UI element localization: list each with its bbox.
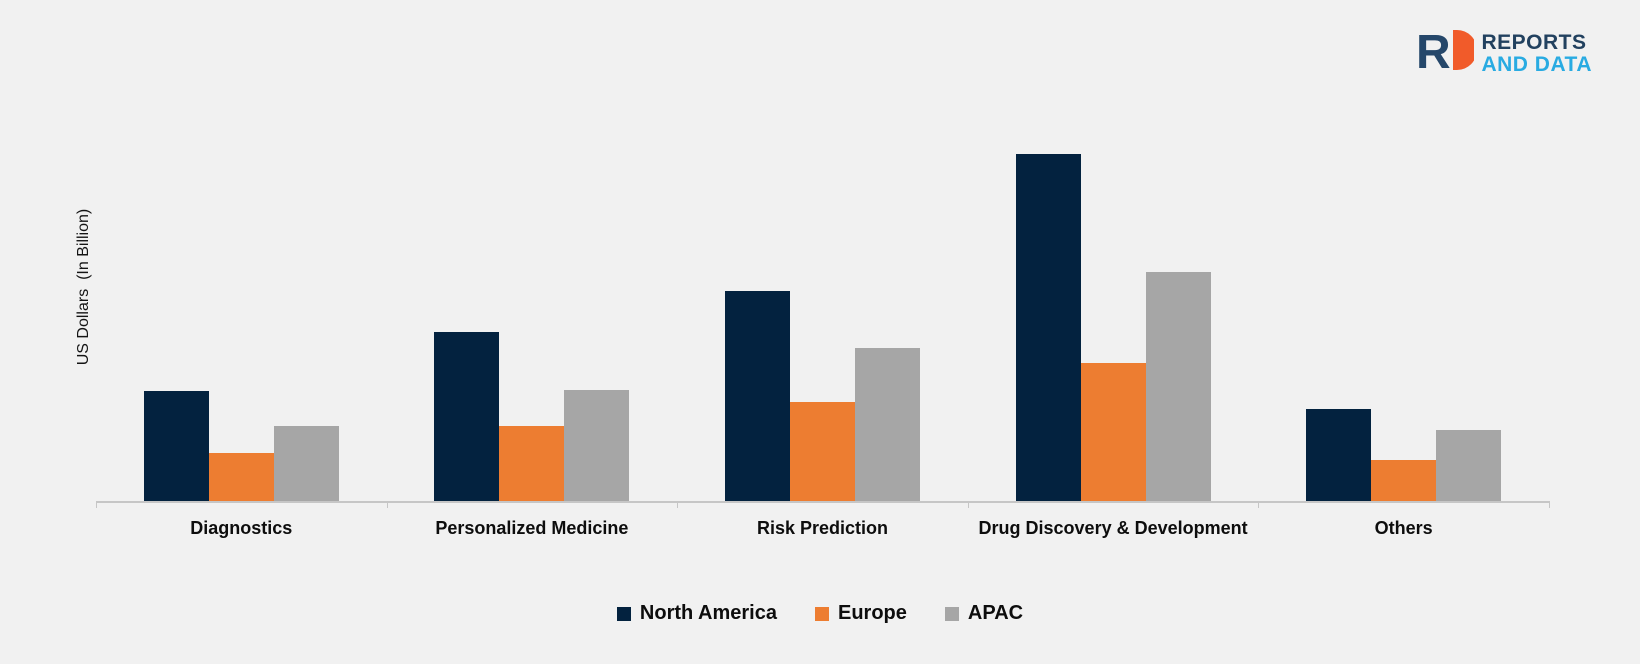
category-label-personalized-medicine: Personalized Medicine: [435, 518, 629, 538]
category-label-diagnostics: Diagnostics: [190, 518, 293, 538]
legend-label-apac: APAC: [967, 602, 1024, 624]
bar-group-personalized-medicine: [387, 332, 678, 501]
bar-europe-others: [1371, 460, 1437, 501]
bar-europe-diagnostics: [208, 453, 274, 501]
logo-text-line1: REPORTS: [1481, 31, 1587, 55]
x-axis-category-labels: Diagnostics Personalized Medicine Risk Pre…: [96, 518, 1549, 539]
x-axis-ticks: [96, 501, 1550, 509]
bar-group-risk-prediction: [677, 291, 968, 501]
bar-group-drug-discovery-development: [968, 154, 1259, 501]
legend-swatch-europe: [814, 606, 829, 621]
bar-group-others: [1258, 409, 1549, 501]
bar-north-america-diagnostics: [143, 391, 209, 501]
svg-text:R: R: [1416, 27, 1451, 75]
bar-groups: [96, 81, 1549, 501]
bar-north-america-personalized-medicine: [434, 332, 500, 501]
legend: North America Europe APAC: [0, 602, 1640, 625]
legend-swatch-apac: [944, 606, 959, 621]
category-label-others: Others: [1374, 518, 1433, 538]
plot-area: [96, 81, 1550, 508]
legend-item-apac: APAC: [944, 602, 1024, 625]
logo-text-line2: AND DATA: [1481, 52, 1592, 76]
x-axis-tick: [1258, 501, 1260, 508]
legend-swatch-north-america: [616, 606, 631, 621]
category-label-risk-prediction: Risk Prediction: [756, 518, 888, 538]
x-axis-tick: [386, 501, 388, 508]
x-axis-tick: [1549, 501, 1550, 508]
bar-europe-risk-prediction: [789, 402, 855, 501]
bar-apac-drug-discovery-development: [1145, 272, 1211, 501]
y-axis-label: US Dollars (In Billion): [75, 208, 92, 366]
bar-apac-personalized-medicine: [564, 390, 630, 501]
bar-europe-drug-discovery-development: [1080, 363, 1146, 501]
bar-apac-others: [1436, 430, 1502, 501]
bar-north-america-risk-prediction: [724, 291, 790, 501]
category-label-drug-discovery-development: Drug Discovery & Development: [978, 518, 1248, 538]
bar-europe-personalized-medicine: [499, 426, 565, 501]
legend-item-europe: Europe: [814, 602, 907, 625]
bar-apac-risk-prediction: [854, 348, 920, 501]
bar-north-america-others: [1306, 409, 1372, 501]
legend-label-europe: Europe: [837, 602, 907, 624]
bar-group-diagnostics: [96, 391, 387, 501]
rd-logo-mark-icon: R: [1416, 26, 1478, 80]
x-axis-tick: [677, 501, 679, 508]
bar-apac-diagnostics: [273, 426, 339, 501]
legend-label-north-america: North America: [639, 602, 777, 624]
legend-item-north-america: North America: [616, 602, 777, 625]
x-axis-tick: [96, 501, 97, 508]
x-axis-tick: [967, 501, 969, 508]
bar-north-america-drug-discovery-development: [1015, 154, 1081, 501]
reports-and-data-logo: R REPORTS AND DATA: [1416, 26, 1592, 80]
